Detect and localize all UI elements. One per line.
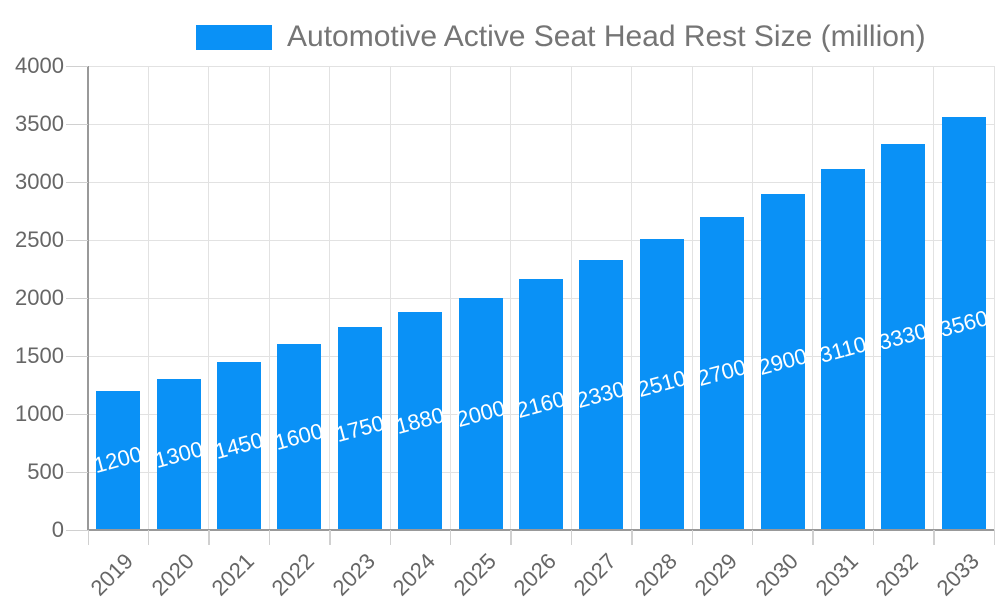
bar[interactable] [519,279,563,530]
y-axis-tick [66,413,88,415]
x-axis-label: 2033 [931,548,984,600]
v-gridline [147,66,149,530]
h-gridline [88,65,994,67]
x-axis-tick [87,530,89,545]
h-gridline [88,123,994,125]
y-axis-label: 1000 [15,401,64,426]
x-axis-tick [812,530,814,545]
x-axis-label: 2020 [146,548,199,600]
bar[interactable] [579,259,624,530]
bar[interactable] [458,298,503,530]
x-axis-tick [872,530,875,545]
x-axis-tick [631,530,633,545]
h-gridline [88,239,994,241]
y-axis-label: 4000 [15,53,64,78]
legend-label: Automotive Active Seat Head Rest Size (m… [287,20,926,53]
bar[interactable] [156,379,201,530]
bar[interactable] [821,169,865,530]
y-axis-tick [66,181,88,183]
x-axis-tick [329,530,331,545]
y-axis-tick [66,355,88,357]
v-gridline [510,66,512,530]
bar[interactable] [217,361,261,530]
y-axis-tick [66,471,88,473]
x-axis-label: 2031 [810,548,863,600]
v-gridline [268,66,270,530]
v-gridline [993,66,995,530]
bar[interactable] [639,238,684,530]
bar[interactable] [760,193,805,530]
x-axis-tick [389,530,391,545]
x-axis-tick [147,530,150,545]
x-axis-tick [570,530,573,545]
v-gridline [208,66,210,530]
bar[interactable] [881,143,926,530]
v-gridline [751,66,753,530]
v-gridline [872,66,874,530]
x-axis-tick [510,530,512,545]
x-axis-label: 2029 [689,548,743,600]
h-gridline [88,181,994,183]
y-axis-label: 0 [51,517,64,542]
v-gridline [329,66,331,530]
x-axis-line [88,529,994,531]
bar[interactable] [941,117,986,530]
y-axis-tick [66,65,88,67]
x-axis-label: 2030 [750,548,803,600]
x-axis-label: 2023 [327,548,380,600]
v-gridline [570,66,572,530]
x-axis-label: 2022 [267,548,320,600]
y-axis-label: 3000 [15,169,64,194]
bar[interactable] [96,390,141,530]
y-axis-label: 500 [27,459,64,484]
x-axis-label: 2032 [871,548,924,600]
y-axis-label: 2500 [15,227,64,252]
legend-item[interactable]: Automotive Active Seat Head Rest Size (m… [196,20,926,54]
x-axis-tick [933,530,935,545]
x-axis-label: 2028 [629,548,682,600]
v-gridline [449,66,451,530]
x-axis-tick [751,530,754,545]
bar[interactable] [398,311,443,530]
y-axis-label: 2000 [15,285,64,310]
legend-color-swatch [196,24,272,50]
y-axis-tick [66,529,88,531]
x-axis-label: 2027 [569,548,622,600]
x-axis-label: 2024 [387,548,441,600]
y-axis-label: 1500 [15,343,64,368]
v-gridline [631,66,633,530]
v-gridline [933,66,935,530]
y-axis-tick [66,123,88,125]
x-axis-tick [691,530,693,545]
x-axis-tick [993,530,995,545]
bar[interactable] [337,327,382,530]
y-axis-tick [66,239,88,241]
v-gridline [812,66,814,530]
y-axis-tick [66,297,88,299]
x-axis-tick [268,530,271,545]
bar[interactable] [277,344,322,530]
plot-area: 1200 1300 1450 1600 1750 1880 2000 2160 2330 2510… [88,65,995,530]
x-axis-label: 2021 [206,548,259,600]
y-axis-label: 3500 [15,111,64,136]
x-axis-label: 2025 [448,548,501,600]
bar[interactable] [700,216,745,530]
v-gridline [691,66,693,530]
x-axis-tick [449,530,452,545]
x-axis-label: 2019 [85,548,139,600]
x-axis-label: 2026 [508,548,561,600]
x-axis-tick [208,530,210,545]
v-gridline [389,66,391,530]
y-axis-line [87,66,89,530]
